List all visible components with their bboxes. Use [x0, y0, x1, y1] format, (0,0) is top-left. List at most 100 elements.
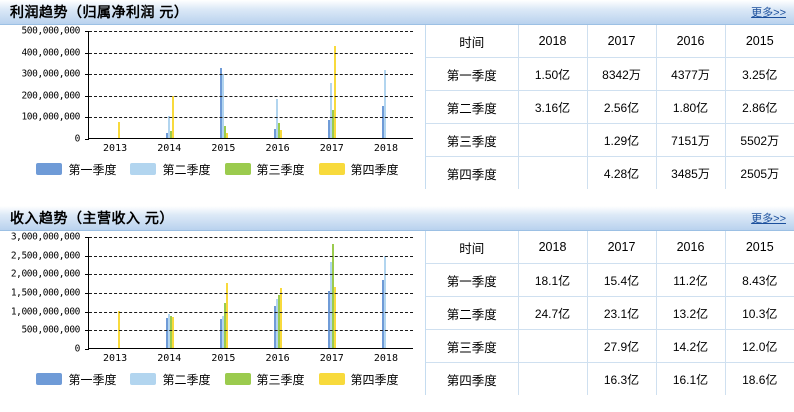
legend-item[interactable]: 第四季度: [319, 371, 399, 388]
y-tick-label: 2,500,000,000: [11, 250, 80, 261]
table-header-cell: 2016: [656, 25, 725, 58]
panel-body-revenue: 0500,000,0001,000,000,0001,500,000,0002,…: [0, 231, 794, 395]
bar: [118, 122, 120, 138]
table-cell: 18.6亿: [725, 363, 794, 396]
page-title-profit: 利润趋势（归属净利润 元）: [10, 5, 188, 19]
bar-group: [359, 31, 413, 138]
chart-side-profit: 0100,000,000200,000,000300,000,000400,00…: [0, 25, 425, 189]
legend-swatch-icon: [130, 373, 156, 385]
table-row-label: 第三季度: [426, 330, 518, 363]
bar: [226, 133, 228, 138]
table-row-label: 第四季度: [426, 363, 518, 396]
legend-swatch-icon: [36, 373, 62, 385]
bar: [280, 288, 282, 348]
legend-item[interactable]: 第一季度: [36, 371, 116, 388]
gridline: [89, 53, 413, 54]
table-header-cell: 时间: [426, 231, 518, 264]
y-tick-label: 1,500,000,000: [11, 288, 80, 299]
table-cell: [518, 330, 587, 363]
gridline: [89, 74, 413, 75]
table-cell: 8.43亿: [725, 264, 794, 297]
y-axis-labels-profit: 0100,000,000200,000,000300,000,000400,00…: [0, 25, 84, 157]
table-cell: 8342万: [587, 58, 656, 91]
table-row-label: 第三季度: [426, 124, 518, 157]
x-tick-label: 2016: [251, 140, 305, 157]
table-cell: 16.3亿: [587, 363, 656, 396]
table-header-cell: 时间: [426, 25, 518, 58]
table-side-profit: 时间2018201720162015第一季度1.50亿8342万4377万3.2…: [425, 25, 794, 189]
legend-label: 第二季度: [162, 161, 210, 178]
table-row: 第四季度4.28亿3485万2505万: [426, 157, 794, 190]
more-link-profit[interactable]: 更多>>: [751, 4, 786, 20]
x-tick-label: 2013: [88, 140, 142, 157]
table-row-label: 第二季度: [426, 91, 518, 124]
gridline: [89, 293, 413, 294]
table-cell: 14.2亿: [656, 330, 725, 363]
bar-group: [251, 31, 305, 138]
gridline: [89, 274, 413, 275]
panel-header-profit: 利润趋势（归属净利润 元） 更多>>: [0, 0, 794, 25]
panel-body-profit: 0100,000,000200,000,000300,000,000400,00…: [0, 25, 794, 189]
legend-label: 第一季度: [68, 371, 116, 388]
legend-item[interactable]: 第三季度: [225, 371, 305, 388]
y-tick-label: 0: [75, 134, 80, 145]
legend-swatch-icon: [130, 163, 156, 175]
table-cell: 23.1亿: [587, 297, 656, 330]
legend-item[interactable]: 第二季度: [130, 161, 210, 178]
x-axis-labels-profit: 201320142015201620172018: [88, 140, 413, 157]
legend-item[interactable]: 第四季度: [319, 161, 399, 178]
x-tick-label: 2017: [305, 140, 359, 157]
y-tick-label: 400,000,000: [21, 47, 80, 58]
bar: [118, 311, 120, 348]
table-row: 第一季度1.50亿8342万4377万3.25亿: [426, 58, 794, 91]
legend-swatch-icon: [225, 373, 251, 385]
table-cell: 13.2亿: [656, 297, 725, 330]
table-cell: 11.2亿: [656, 264, 725, 297]
table-cell: 15.4亿: [587, 264, 656, 297]
gridline: [89, 117, 413, 118]
chart-side-revenue: 0500,000,0001,000,000,0001,500,000,0002,…: [0, 231, 425, 395]
x-tick-label: 2017: [305, 350, 359, 367]
legend-swatch-icon: [319, 373, 345, 385]
legend-swatch-icon: [225, 163, 251, 175]
table-cell: 10.3亿: [725, 297, 794, 330]
more-link-revenue[interactable]: 更多>>: [751, 210, 786, 226]
table-side-revenue: 时间2018201720162015第一季度18.1亿15.4亿11.2亿8.4…: [425, 231, 794, 395]
legend-label: 第一季度: [68, 161, 116, 178]
y-tick-label: 3,000,000,000: [11, 232, 80, 243]
table-cell: 27.9亿: [587, 330, 656, 363]
gridline: [89, 256, 413, 257]
table-row-label: 第二季度: [426, 297, 518, 330]
table-header-cell: 2018: [518, 25, 587, 58]
table-cell: 3.25亿: [725, 58, 794, 91]
table-cell: 1.29亿: [587, 124, 656, 157]
table-body-revenue: 时间2018201720162015第一季度18.1亿15.4亿11.2亿8.4…: [426, 231, 794, 395]
table-row: 第三季度27.9亿14.2亿12.0亿: [426, 330, 794, 363]
bar-group: [143, 31, 197, 138]
y-axis-labels-revenue: 0500,000,0001,000,000,0001,500,000,0002,…: [0, 231, 84, 367]
table-cell: 2505万: [725, 157, 794, 190]
legend-label: 第四季度: [351, 371, 399, 388]
legend-item[interactable]: 第一季度: [36, 161, 116, 178]
legend-item[interactable]: 第二季度: [130, 371, 210, 388]
x-tick-label: 2015: [196, 350, 250, 367]
y-tick-label: 500,000,000: [21, 325, 80, 336]
y-tick-label: 2,000,000,000: [11, 269, 80, 280]
gridline: [89, 312, 413, 313]
table-row: 第二季度24.7亿23.1亿13.2亿10.3亿: [426, 297, 794, 330]
legend-item[interactable]: 第三季度: [225, 161, 305, 178]
table-header-cell: 2015: [725, 231, 794, 264]
table-header-cell: 2017: [587, 25, 656, 58]
x-tick-label: 2013: [88, 350, 142, 367]
table-cell: [518, 363, 587, 396]
table-cell: 16.1亿: [656, 363, 725, 396]
table-cell: 2.86亿: [725, 91, 794, 124]
bar: [172, 317, 174, 348]
table-cell: 4377万: [656, 58, 725, 91]
table-cell: 2.56亿: [587, 91, 656, 124]
table-cell: 7151万: [656, 124, 725, 157]
bar: [334, 46, 336, 138]
table-row-label: 第一季度: [426, 264, 518, 297]
table-row-label: 第四季度: [426, 157, 518, 190]
y-tick-label: 200,000,000: [21, 90, 80, 101]
